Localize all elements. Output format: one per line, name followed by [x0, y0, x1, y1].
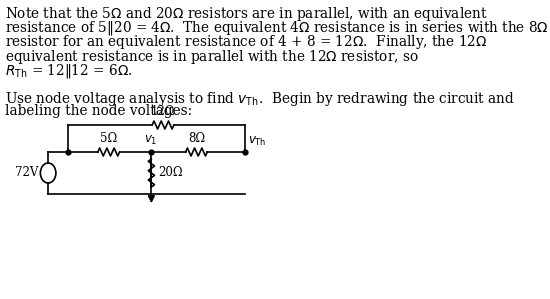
Text: resistor for an equivalent resistance of 4 + 8 = 12$\Omega$.  Finally, the 12$\O: resistor for an equivalent resistance of… [6, 33, 488, 51]
Text: resistance of 5$\|$20 = 4$\Omega$.  The equivalent 4$\Omega$ resistance is in se: resistance of 5$\|$20 = 4$\Omega$. The e… [6, 19, 549, 37]
Text: equivalent resistance is in parallel with the 12$\Omega$ resistor, so: equivalent resistance is in parallel wit… [6, 48, 419, 65]
Text: 5Ω: 5Ω [100, 132, 117, 145]
Text: $\mathit{R}_{\mathrm{Th}}$ = 12$\|$12 = 6$\Omega$.: $\mathit{R}_{\mathrm{Th}}$ = 12$\|$12 = … [6, 62, 133, 80]
Text: Use node voltage analysis to find $\mathit{v}_{\mathrm{Th}}$.  Begin by redrawin: Use node voltage analysis to find $\math… [6, 90, 515, 108]
Text: $v_\mathrm{Th}$: $v_\mathrm{Th}$ [249, 135, 267, 148]
Text: 12Ω: 12Ω [151, 105, 175, 118]
Text: 20Ω: 20Ω [158, 167, 183, 179]
Text: Note that the 5$\Omega$ and 20$\Omega$ resistors are in parallel, with an equiva: Note that the 5$\Omega$ and 20$\Omega$ r… [6, 5, 488, 23]
Text: $v_1$: $v_1$ [144, 134, 157, 147]
Text: 8Ω: 8Ω [188, 132, 205, 145]
Text: labeling the node voltages:: labeling the node voltages: [6, 104, 192, 118]
Text: 72V: 72V [15, 167, 38, 179]
